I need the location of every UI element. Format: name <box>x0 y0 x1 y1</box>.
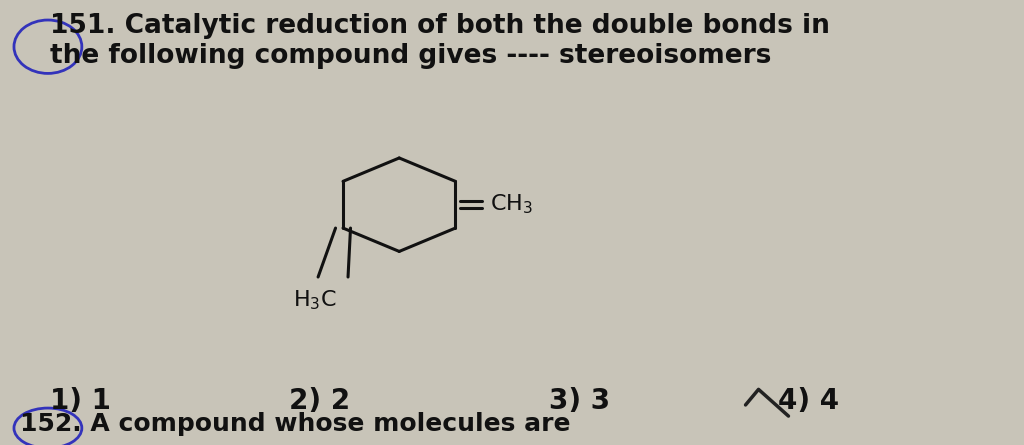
Text: 151. Catalytic reduction of both the double bonds in
the following compound give: 151. Catalytic reduction of both the dou… <box>50 13 829 69</box>
Text: 152. A compound whose molecules are: 152. A compound whose molecules are <box>19 412 570 436</box>
Text: 4) 4: 4) 4 <box>778 387 840 414</box>
Text: 2) 2: 2) 2 <box>290 387 350 414</box>
Text: $\mathsf{CH_3}$: $\mathsf{CH_3}$ <box>490 193 534 217</box>
Text: 1) 1: 1) 1 <box>50 387 111 414</box>
Text: $\mathsf{H_3C}$: $\mathsf{H_3C}$ <box>293 288 337 312</box>
Text: 3) 3: 3) 3 <box>549 387 610 414</box>
